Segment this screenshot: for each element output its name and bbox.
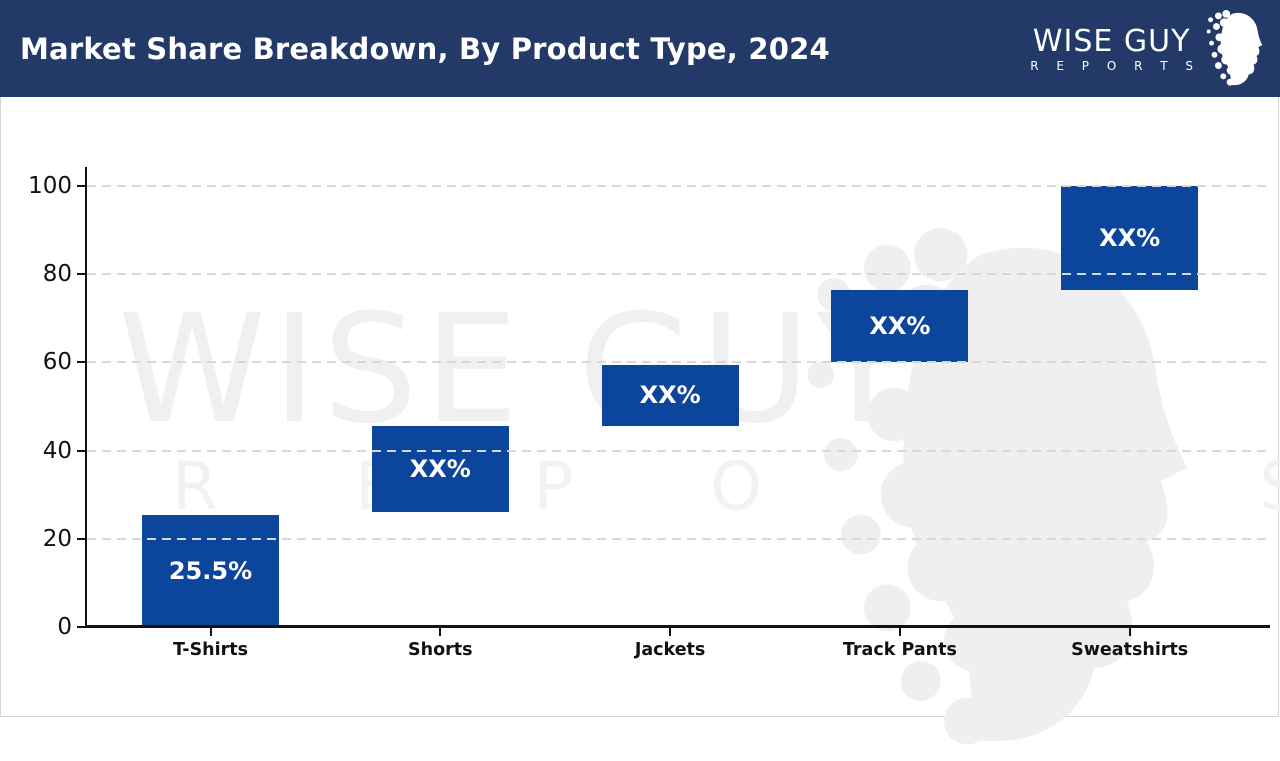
y-axis-line (85, 167, 87, 628)
x-category-label-1: Shorts (408, 640, 473, 660)
chart-plot-area: 0 20 40 60 80 100 25.5% T-Shirts XX% Shorts XX% Jac… (28, 173, 1269, 660)
bar-value-label: XX% (409, 455, 471, 484)
y-tick-mark-0 (77, 626, 85, 628)
bar-jackets: XX% (601, 364, 739, 427)
watermark-wiseguy-text: WISE GUY (118, 283, 914, 457)
x-tick-mark-2 (669, 628, 672, 636)
bar-value-label: XX% (869, 312, 931, 340)
logo-reports-text: R E P O R T S (1030, 59, 1200, 73)
y-tick-mark-100 (77, 185, 85, 187)
x-category-label-0: T-Shirts (172, 640, 249, 660)
header-bar: Market Share Breakdown, By Product Type,… (0, 0, 1280, 97)
x-category-label-2: Jackets (634, 640, 706, 660)
gridline-20 (87, 537, 1269, 540)
y-tick-mark-40 (77, 449, 85, 452)
x-category-label-3: Track Pants (842, 640, 957, 660)
gridline-100 (87, 185, 1269, 187)
y-tick-label-0: 0 (57, 614, 72, 640)
logo-wiseguy-text: WISE GUY (1032, 24, 1191, 59)
y-tick-label-40: 40 (42, 437, 72, 464)
x-tick-mark-0 (209, 628, 212, 636)
gridline-40 (87, 449, 1269, 452)
page-title: Market Share Breakdown, By Product Type,… (20, 31, 830, 66)
y-tick-label-60: 60 (42, 349, 72, 376)
bar-value-label: 25.5% (168, 556, 253, 585)
bar-shorts: XX% (371, 426, 509, 513)
x-category-label-4: Sweatshirts (1071, 640, 1189, 660)
bar-t-shirts: 25.5% (142, 514, 279, 627)
bar-track-pants: XX% (831, 289, 969, 363)
x-tick-mark-4 (1128, 628, 1131, 636)
x-axis-line (85, 625, 1270, 628)
x-tick-mark-1 (439, 628, 442, 636)
bar-sweatshirts: XX% (1061, 186, 1199, 290)
y-tick-mark-20 (77, 537, 85, 540)
gridline-80 (87, 273, 1269, 276)
logo-head-icon (1206, 10, 1263, 86)
bar-value-label: XX% (1099, 223, 1161, 252)
x-tick-mark-3 (898, 628, 901, 636)
y-tick-label-20: 20 (42, 525, 72, 552)
bar-value-label: XX% (639, 381, 701, 410)
y-tick-mark-60 (77, 361, 85, 364)
figure: WISE GUY R E P O R T S 0 20 40 60 80 100 25.5%… (0, 0, 1280, 745)
wiseguy-logo: WISE GUY R E P O R T S (1023, 8, 1266, 90)
y-tick-mark-80 (77, 273, 85, 276)
y-tick-label-100: 100 (28, 173, 72, 199)
logo-text: WISE GUY R E P O R T S (1023, 25, 1200, 73)
y-tick-label-80: 80 (42, 261, 72, 288)
gridline-60 (87, 361, 1269, 364)
